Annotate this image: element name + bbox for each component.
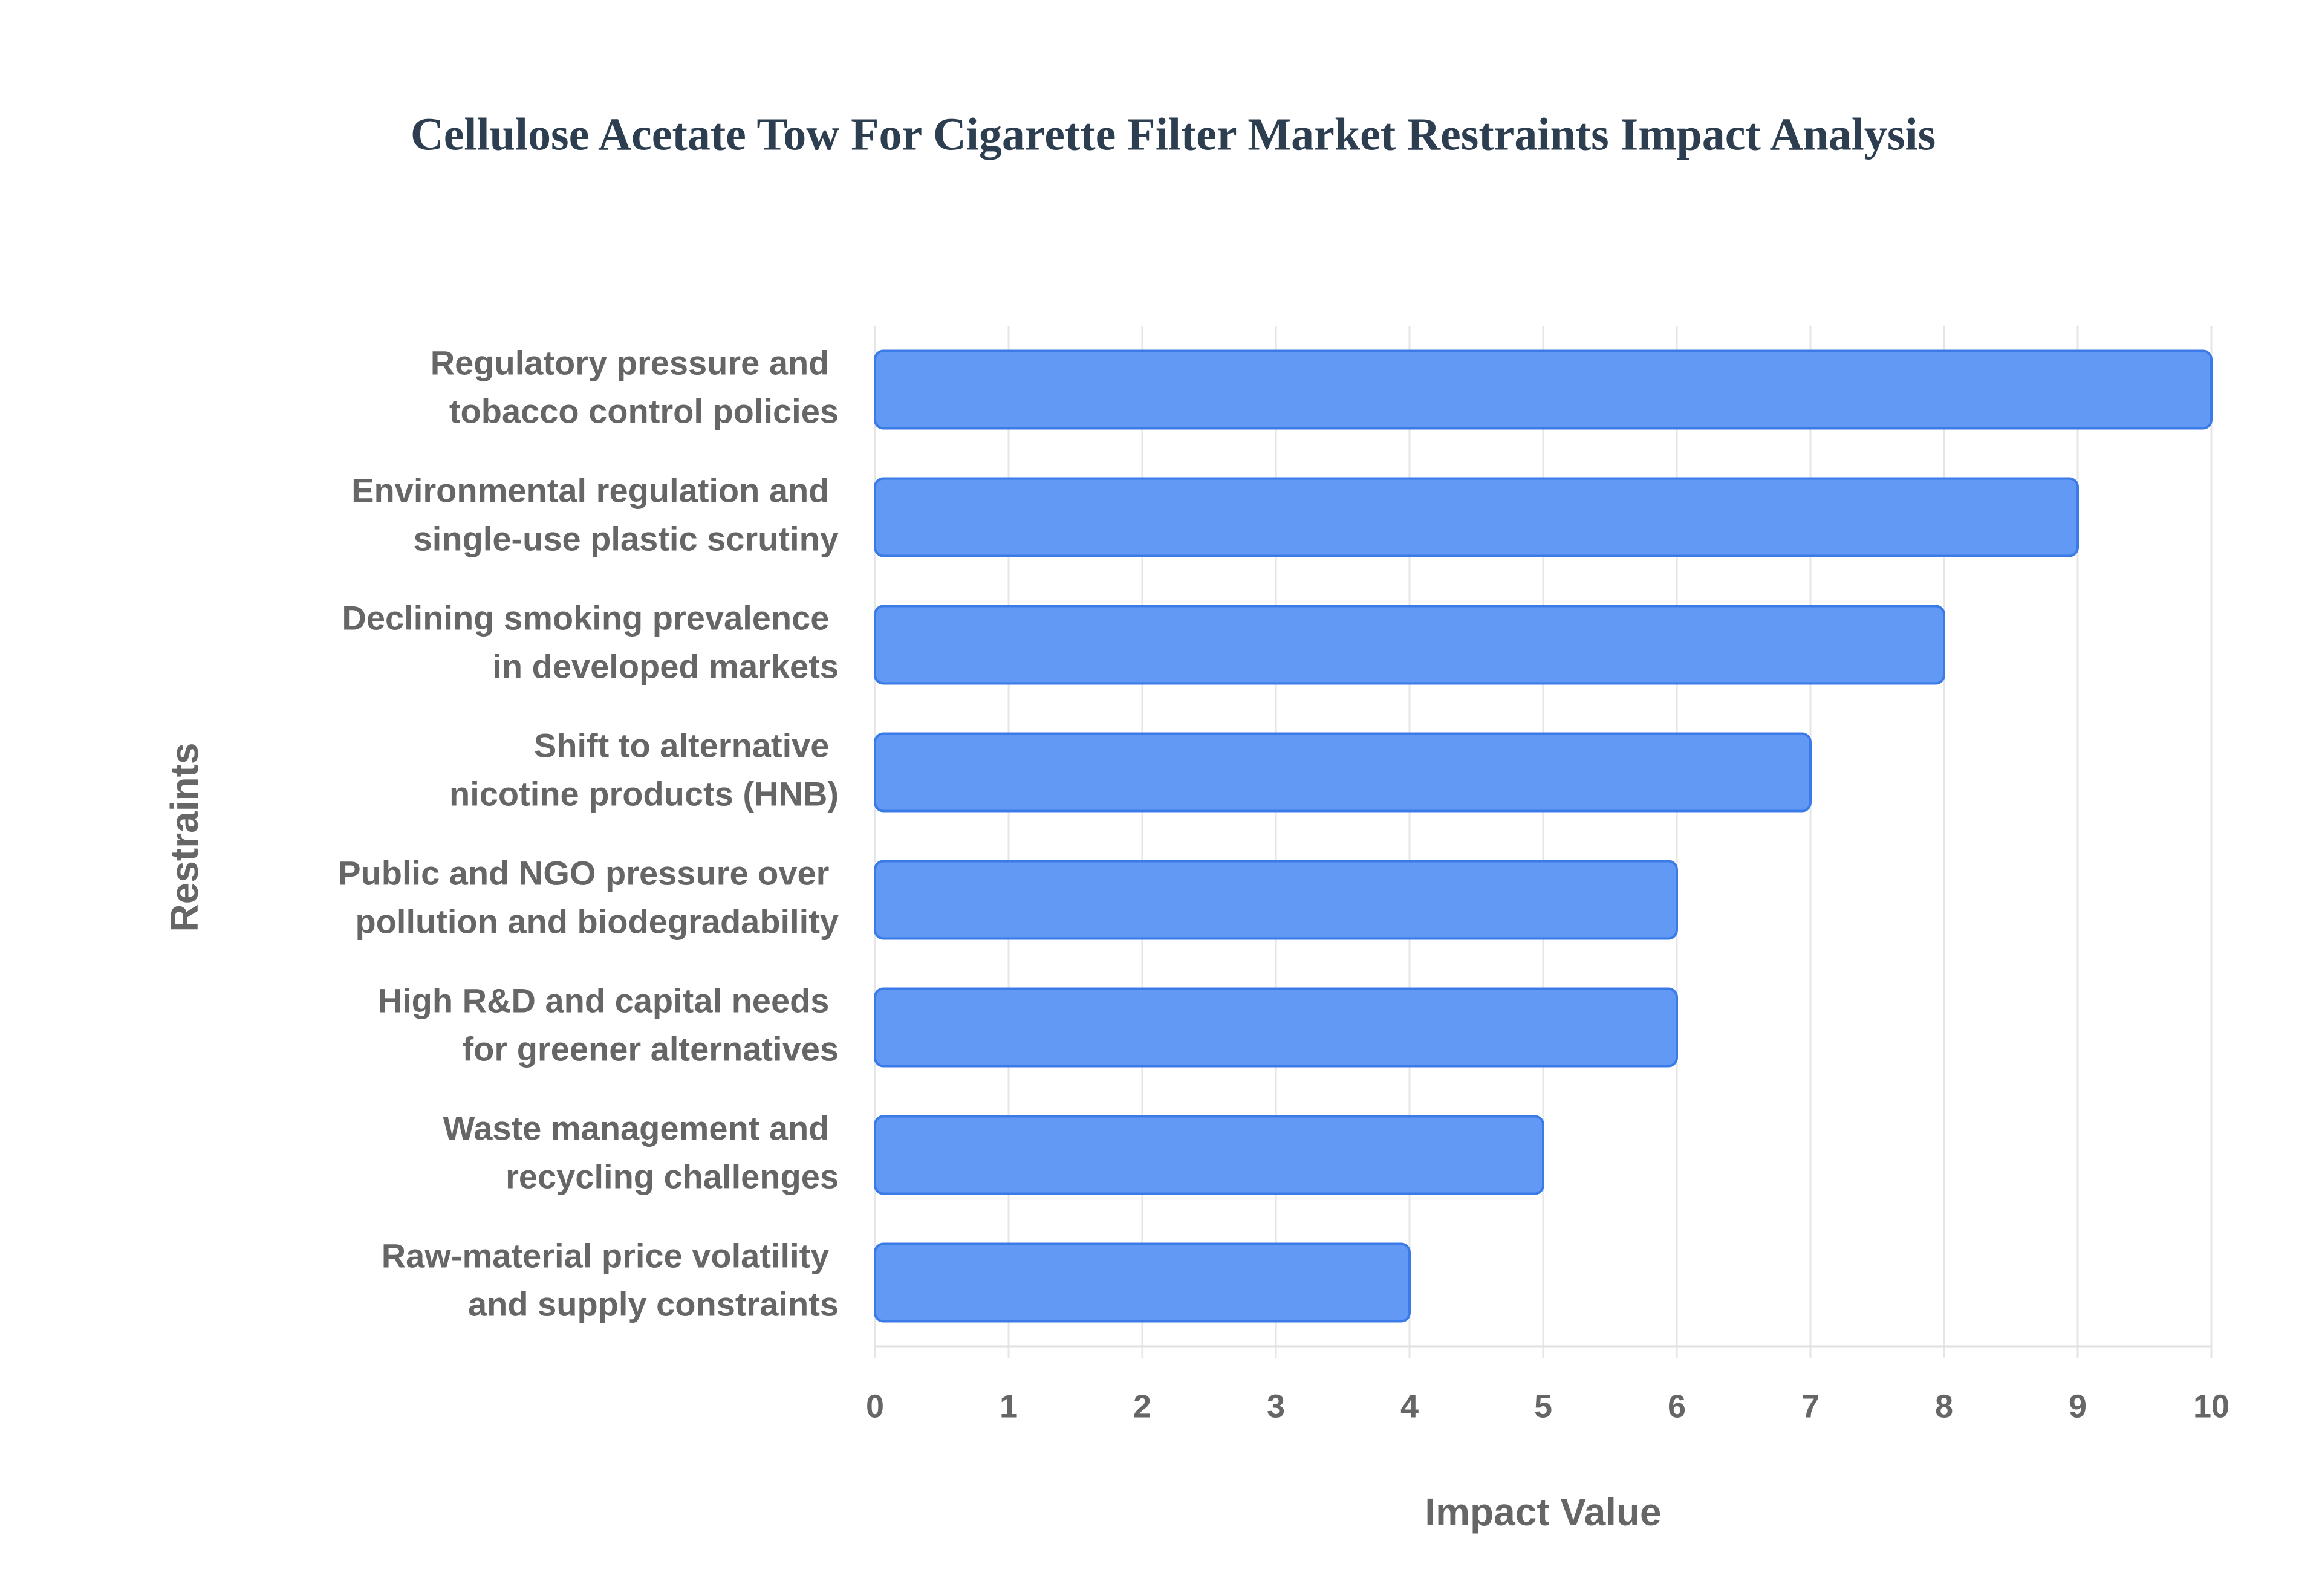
bar [874, 1115, 1544, 1195]
x-tick-label: 0 [866, 1388, 884, 1424]
y-tick-label: Public and NGO pressure over pollution a… [338, 854, 839, 940]
bar [874, 732, 1812, 813]
y-tick-label: Declining smoking prevalence in develope… [342, 598, 839, 685]
x-tick-label: 10 [2193, 1388, 2229, 1424]
bar [874, 605, 1945, 685]
bar [874, 349, 2213, 430]
x-tick-label: 9 [2069, 1388, 2087, 1424]
x-tick-label: 3 [1267, 1388, 1285, 1424]
bar [874, 860, 1678, 940]
y-tick-label: Environmental regulation and single-use … [351, 471, 839, 557]
y-tick-label: Raw-material price volatility and supply… [382, 1236, 839, 1323]
x-tick-label: 7 [1801, 1388, 1820, 1424]
bar [874, 477, 2079, 557]
x-tick-label: 5 [1534, 1388, 1552, 1424]
y-axis-title: Restraints [163, 743, 206, 932]
y-tick-label: High R&D and capital needs for greener a… [378, 981, 839, 1068]
x-tick-label: 1 [1000, 1388, 1018, 1424]
bar [874, 987, 1678, 1068]
y-tick-label: Shift to alternative nicotine products (… [449, 726, 839, 813]
y-tick-label: Regulatory pressure and tobacco control … [431, 343, 839, 430]
bar [874, 1242, 1411, 1323]
y-tick-label: Waste management and recycling challenge… [443, 1109, 839, 1195]
x-tick-label: 4 [1400, 1388, 1419, 1424]
chart-title: Cellulose Acetate Tow For Cigarette Filt… [411, 109, 1936, 160]
x-tick-label: 6 [1668, 1388, 1686, 1424]
x-tick-label: 2 [1133, 1388, 1151, 1424]
x-axis-title: Impact Value [1425, 1490, 1661, 1534]
x-tick-label: 8 [1935, 1388, 1953, 1424]
